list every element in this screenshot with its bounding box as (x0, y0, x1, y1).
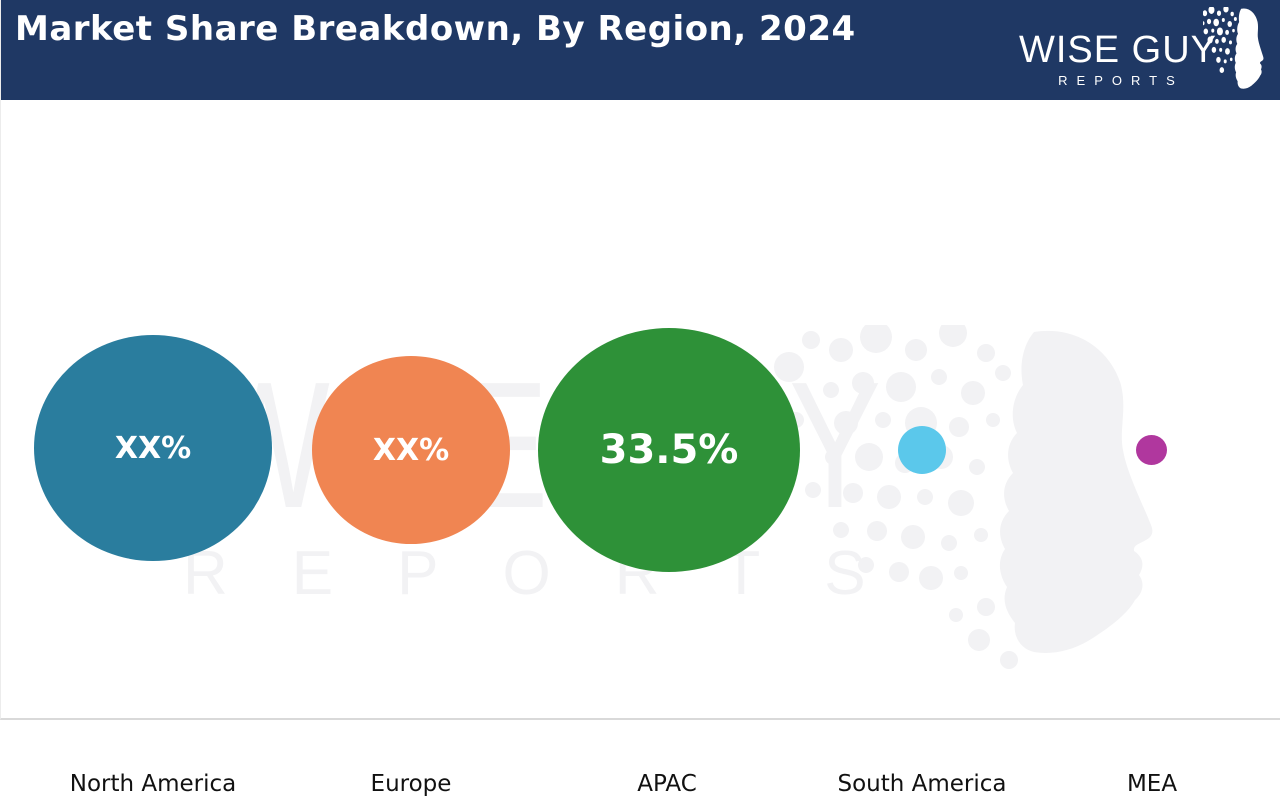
brand-name: WISE GUY (1018, 29, 1217, 71)
bubble-apac: 33.5% (538, 328, 800, 572)
bubble-value-label: 33.5% (599, 427, 739, 473)
brand-subtitle: REPORTS (1058, 73, 1184, 88)
watermark-subtitle-text: REPORTS (183, 539, 930, 608)
bubble-europe: XX% (312, 356, 510, 544)
header: Market Share Breakdown, By Region, 2024 … (1, 0, 1280, 100)
page-title: Market Share Breakdown, By Region, 2024 (15, 9, 856, 49)
category-label: Europe (370, 771, 452, 797)
category-label: MEA (1126, 771, 1178, 797)
bubble-value-label: XX% (372, 432, 450, 468)
dotted-head-profile-icon (1201, 5, 1267, 98)
watermark-head-icon (771, 319, 1171, 675)
category-label: APAC (637, 771, 697, 797)
bubble-value-label: XX% (114, 430, 192, 466)
bubble-south-america (898, 426, 946, 474)
bubble-north-america: XX% (34, 335, 272, 561)
brand-logo-text: WISE GUY REPORTS (1019, 31, 1217, 88)
category-label: North America (69, 771, 237, 797)
brand-logo: WISE GUY REPORTS (1019, 5, 1267, 98)
bubble-mea (1136, 435, 1167, 465)
category-label: South America (837, 771, 1007, 797)
bubble-chart: WISE GUY REPORTS (1, 100, 1280, 797)
